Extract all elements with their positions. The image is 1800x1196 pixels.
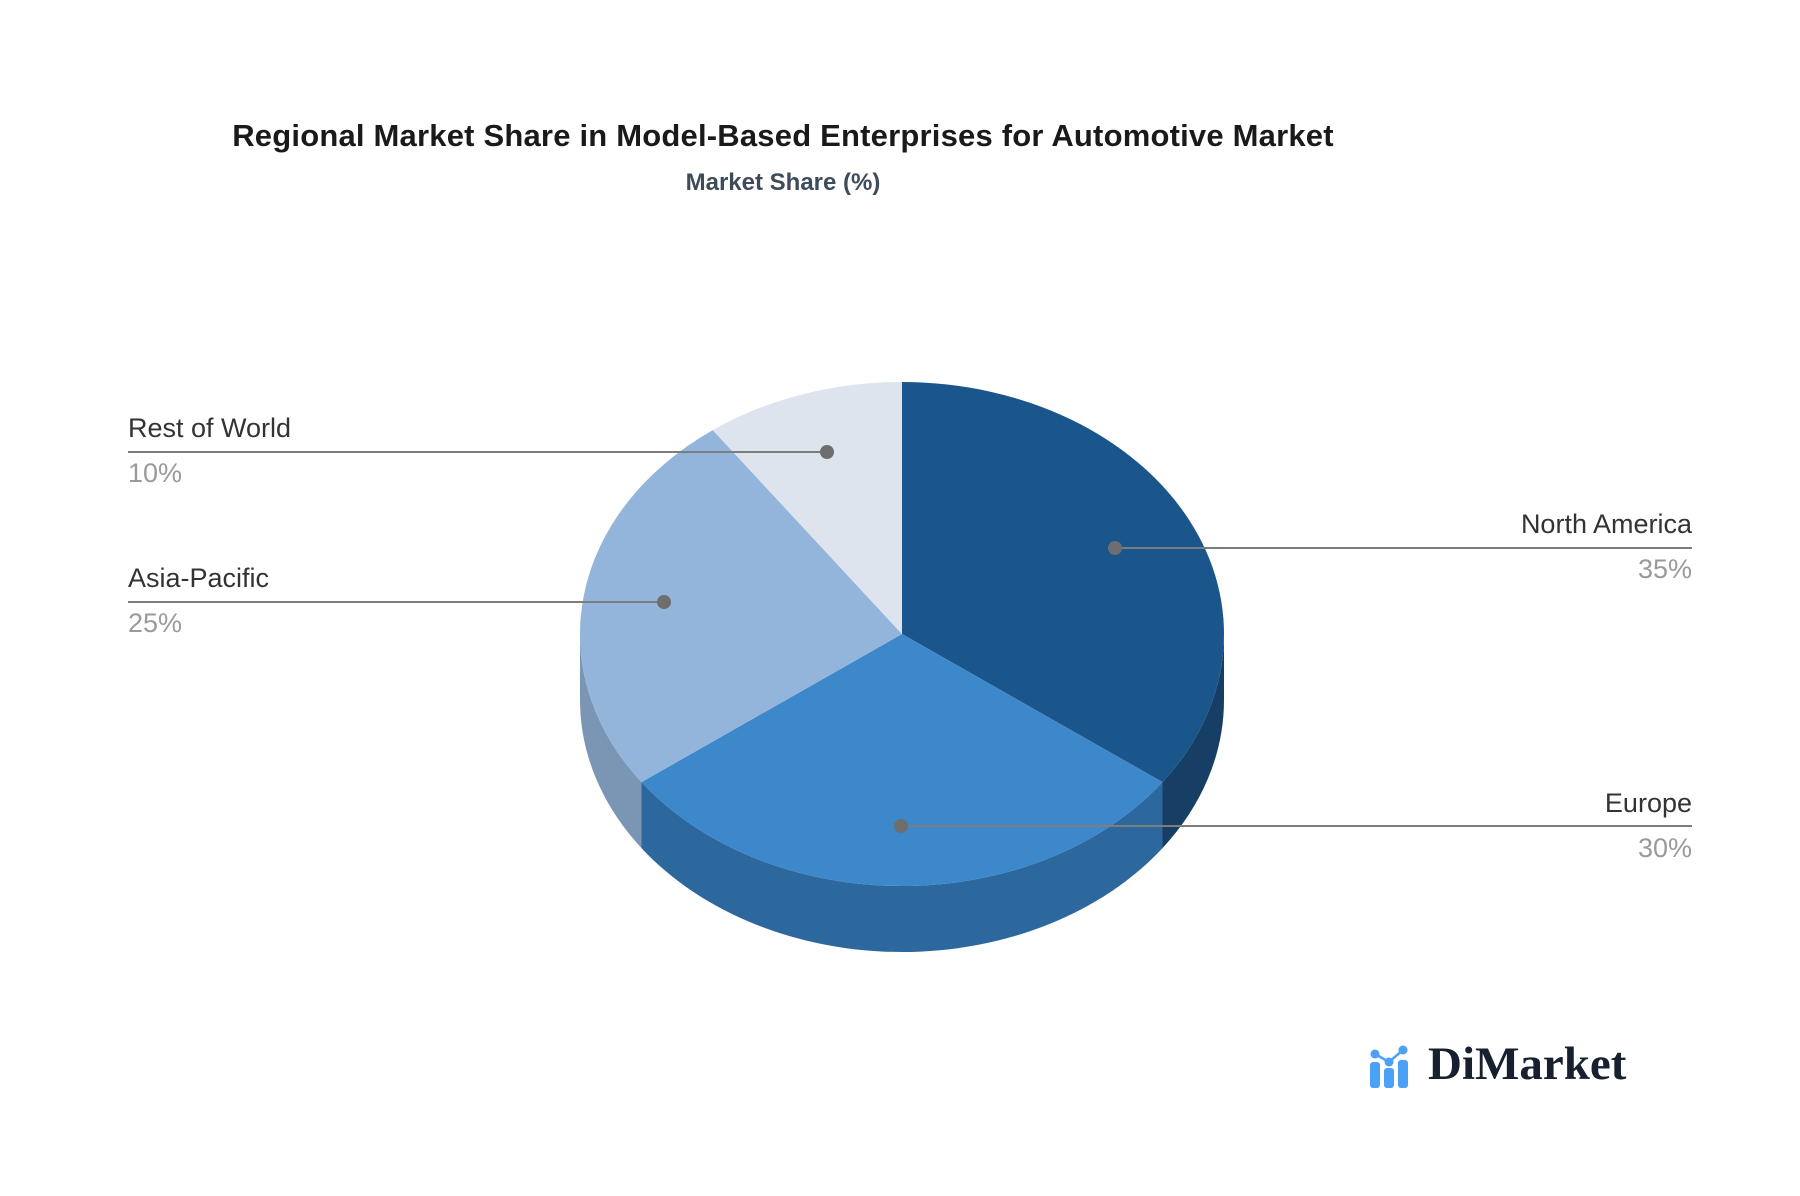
chart-subtitle: Market Share (%) [685,169,881,196]
slice-label: Europe [1604,788,1692,818]
logo-text: DiMarket [1428,1038,1627,1090]
pie-slice-north-america[interactable] [902,382,1224,783]
leader-dot-asia-pacific [657,595,671,609]
slice-label: Asia-Pacific [128,563,270,593]
slice-label: Rest of World [128,413,292,443]
slice-label: North America [1520,509,1692,539]
pie-slice-rest-of-world[interactable] [712,382,902,634]
callout-rest-of-world: Rest of World 10% [128,412,848,488]
pie-slice-europe[interactable] [641,634,1163,886]
dimarket-logo: DiMarket [1366,1030,1626,1092]
pie-depth-asia-pacific [580,634,642,849]
pie-slice-asia-pacific[interactable] [580,430,902,783]
callout-europe: Europe 30% [1092,787,1692,863]
leader-dot-north-america [1108,541,1122,555]
pie-depth-north-america [1162,634,1224,849]
slice-value: 10% [128,458,183,488]
slice-value: 30% [1637,833,1692,863]
bar-line-chart-icon [1370,1045,1408,1088]
callout-north-america: North America 35% [1092,508,1692,584]
callout-asia-pacific: Asia-Pacific 25% [128,562,688,638]
chart-title: Regional Market Share in Model-Based Ent… [232,118,1334,153]
slice-value: 35% [1637,554,1692,584]
leader-dot-rest-of-world [820,445,834,459]
leader-dot-europe [894,819,908,833]
pie-depth-europe [641,782,1163,952]
slice-value: 25% [128,608,183,638]
